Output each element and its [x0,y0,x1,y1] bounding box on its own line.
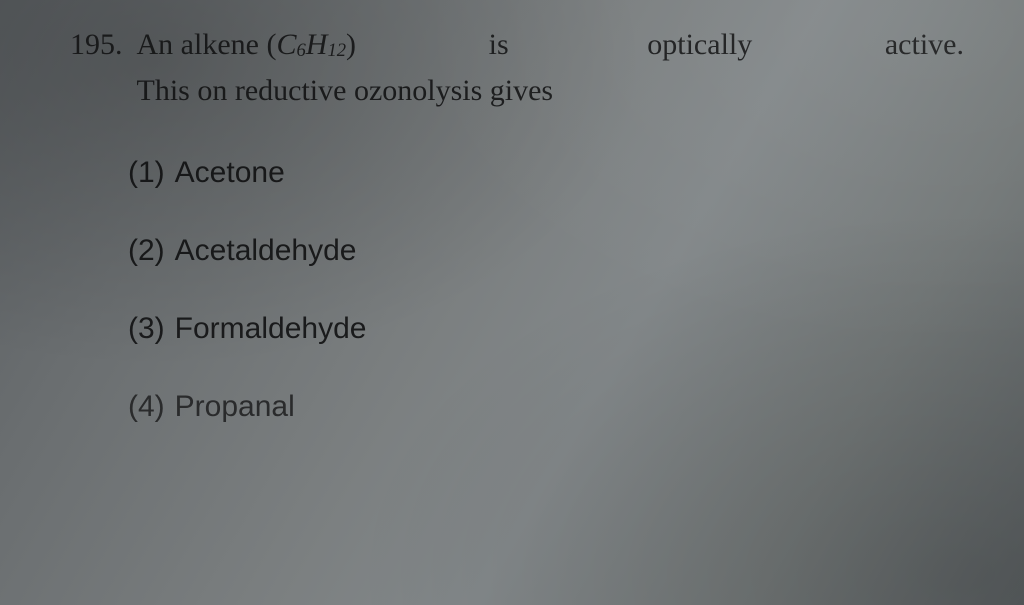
formula-open: ( [266,28,276,62]
options-list: (1) Acetone (2) Acetaldehyde (3) Formald… [128,156,964,424]
option-3-num: (3) [128,312,165,346]
formula-sub1: 6 [296,40,305,62]
q-prefix: An alkene [137,28,259,62]
formula-H: H [306,28,328,62]
q-is: is [489,28,509,62]
option-2: (2) Acetaldehyde [128,234,964,268]
question-text-block: An alkene ( C 6 H 12 ) is optically acti… [137,28,965,108]
option-4-text: Propanal [175,390,295,424]
option-1-text: Acetone [175,156,285,190]
q-active: active. [885,28,964,62]
option-3-text: Formaldehyde [175,312,367,346]
option-1-num: (1) [128,156,165,190]
option-4: (4) Propanal [128,390,964,424]
option-2-num: (2) [128,234,165,268]
formula-C: C [276,28,296,62]
question-number: 195. [70,28,127,62]
question-header: 195. An alkene ( C 6 H 12 ) is optically… [70,28,964,108]
question-line-2: This on reductive ozonolysis gives [137,74,965,108]
q-optically: optically [647,28,752,62]
option-3: (3) Formaldehyde [128,312,964,346]
option-2-text: Acetaldehyde [175,234,357,268]
question-line-1: An alkene ( C 6 H 12 ) is optically acti… [137,28,965,62]
option-1: (1) Acetone [128,156,964,190]
formula-sub2: 12 [327,40,346,62]
question-page: 195. An alkene ( C 6 H 12 ) is optically… [0,0,1024,605]
option-4-num: (4) [128,390,165,424]
formula-close: ) [346,28,356,62]
question-line-1-left: An alkene ( C 6 H 12 ) [137,28,357,62]
